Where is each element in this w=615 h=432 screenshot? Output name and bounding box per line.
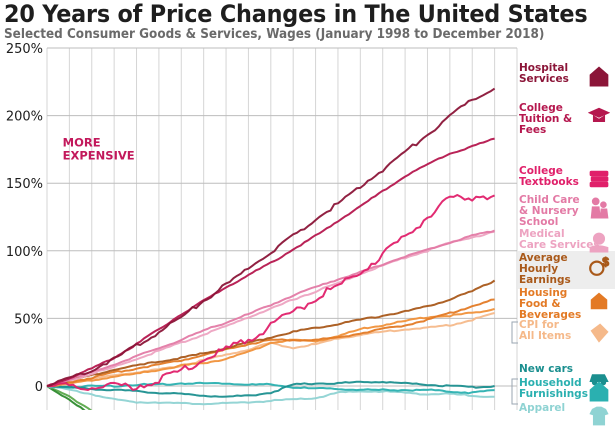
legend-item-apparel: Apparel (519, 402, 566, 414)
legend-item-household-furnishings: Household Furnishings (519, 377, 588, 400)
series-lines (46, 87, 496, 410)
series-line-household-furnishings (46, 381, 495, 395)
series-line-new-cars (46, 380, 495, 398)
graduation-cap-icon (587, 105, 611, 125)
books-icon (588, 168, 609, 188)
legend-item-child-care-nursery-school: Child Care & Nursery School (519, 194, 580, 228)
furnished-house-icon (588, 380, 609, 402)
house-food-icon (588, 290, 608, 310)
legend-item-average-hourly-earnings: Average Hourly Earnings (519, 252, 571, 286)
y-tick-label: 200% (6, 110, 43, 125)
series-line-food-beverages (46, 307, 495, 387)
legend-item-college-textbooks: College Textbooks (519, 165, 579, 188)
earnings-highlight (518, 251, 615, 289)
legend-item-cpi-for-all-items: CPI for All Items (519, 319, 572, 342)
medical-hand-icon (588, 231, 609, 253)
hospital-icon (588, 65, 609, 87)
svg-text:$: $ (602, 255, 609, 269)
legend-item-hospital-services: Hospital Services (519, 62, 569, 85)
y-axis-ticks: 250% 200% 150% 100% 50% 0 (6, 42, 43, 395)
legend-item-medical-care-services: Medical Care Services (519, 228, 600, 251)
series-line-medical-care-services (46, 230, 495, 387)
legend-item-college-tuition-fees: College Tuition & Fees (519, 102, 573, 136)
y-tick-label: 250% (6, 42, 43, 57)
series-line-hospital-services (46, 87, 496, 387)
chart-title: 20 Years of Price Changes in The United … (4, 0, 588, 28)
car-icon (588, 366, 609, 386)
price-tag-icon (588, 322, 609, 343)
legend-bracket (511, 321, 518, 344)
y-tick-label: 50% (14, 312, 43, 327)
chart-subtitle: Selected Consumer Goods & Services, Wage… (4, 27, 545, 42)
annotation-more-expensive: MORE EXPENSIVE (63, 136, 135, 163)
family-icon (588, 197, 609, 219)
clock-dollar-icon: $ (588, 254, 610, 276)
y-tick-label: 100% (6, 245, 43, 260)
series-line-college-textbooks (46, 194, 495, 391)
legend-bracket (511, 378, 518, 405)
y-tick-label: 0 (35, 380, 43, 395)
legend-brackets (511, 321, 518, 405)
series-line-average-hourly-earnings (46, 279, 496, 387)
legend-item-housing-food-beverages: Housing Food & Beverages (519, 287, 582, 321)
legend-item-new-cars: New cars (519, 363, 574, 375)
y-tick-label: 150% (6, 177, 43, 192)
series-line-child-care-nursery-school (46, 229, 495, 387)
series-line-housing (46, 298, 495, 387)
line-chart: 250% 200% 150% 100% 50% 0 MORE EXPENSIVE (6, 42, 518, 410)
shirt-icon (588, 405, 609, 426)
series-line-apparel (46, 385, 495, 406)
